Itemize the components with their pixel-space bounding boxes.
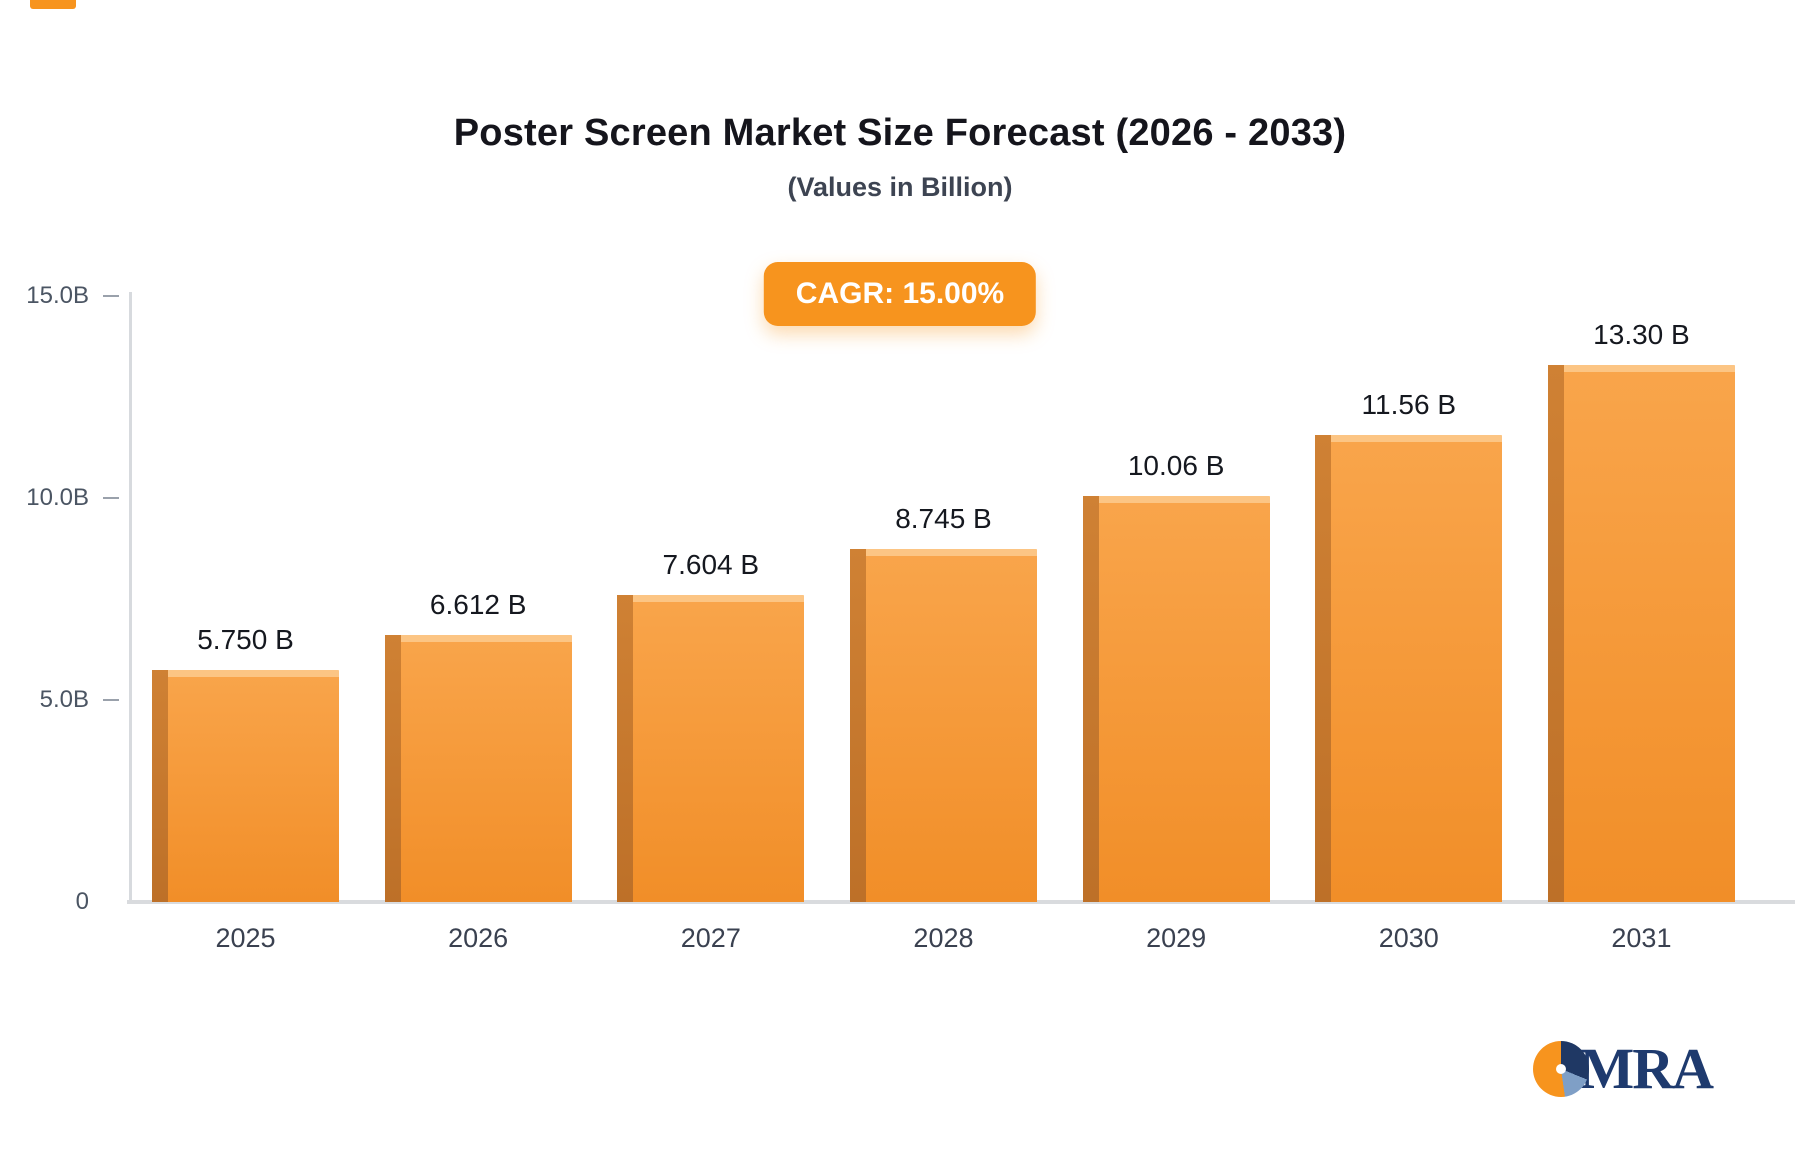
bar-value-label: 11.56 B: [1361, 388, 1456, 420]
x-axis-label: 2030: [1378, 923, 1439, 953]
chart-subtitle: (Values in Billion): [787, 172, 1013, 202]
brand-logo: MRA: [1533, 1036, 1714, 1101]
y-tick-label: 10.0B: [26, 484, 89, 511]
bar-3d-side: [1315, 434, 1332, 902]
x-axis-label: 2029: [1146, 923, 1207, 953]
brand-logo-text: MRA: [1579, 1036, 1714, 1101]
y-tick-label: 5.0B: [39, 686, 89, 713]
x-axis-label: 2025: [215, 923, 276, 953]
bar-3d-side: [1082, 495, 1099, 902]
top-left-fragment: [30, 0, 76, 9]
bar: [1082, 495, 1270, 902]
bar: [152, 669, 339, 902]
y-tick-mark: [103, 699, 119, 701]
bar-3d-side: [384, 634, 401, 902]
bar-group: 5.750 B 2025: [152, 296, 339, 953]
bar-value-label: 6.612 B: [429, 588, 527, 620]
x-axis-label: 2031: [1611, 923, 1672, 953]
bar-3d-side: [1547, 364, 1564, 902]
bar-group: 7.604 B 2027: [617, 296, 805, 953]
x-axis-label: 2027: [680, 923, 741, 953]
bar-3d-top: [633, 594, 805, 602]
bar-series: 5.750 B 2025 6.612 B 2026 7.604 B 2027 8.745 B…: [132, 296, 1755, 953]
bar-3d-top: [1098, 495, 1270, 503]
plot-area: 15.0B 10.0B 5.0B 0 5.750 B 2025 6.612 B 2026 7.…: [26, 282, 1795, 953]
y-tick-label: 15.0B: [26, 282, 89, 309]
bar-3d-top: [1563, 364, 1735, 372]
y-axis-line: [129, 292, 132, 902]
y-tick-mark: [103, 497, 119, 499]
bar-group: 10.06 B 2029: [1082, 296, 1270, 953]
bar-value-label: 7.604 B: [662, 548, 760, 580]
bar: [617, 594, 805, 902]
bar-value-label: 10.06 B: [1127, 449, 1225, 481]
bar-value-label: 13.30 B: [1593, 318, 1690, 350]
bar-3d-top: [400, 634, 572, 642]
bar-group: 8.745 B 2028: [849, 296, 1037, 953]
x-axis-line: [127, 900, 1795, 904]
bar-3d-top: [168, 669, 339, 677]
bar: [849, 548, 1037, 902]
bar-value-label: 8.745 B: [895, 502, 992, 534]
bar: [1315, 434, 1503, 902]
x-axis-label: 2026: [448, 923, 509, 953]
bar-3d-side: [849, 548, 866, 902]
bar-3d-top: [865, 548, 1037, 556]
bar: [1547, 364, 1735, 902]
bar-value-label: 5.750 B: [197, 623, 294, 655]
bar-3d-top: [1331, 434, 1503, 442]
bar: [384, 634, 572, 902]
cagr-badge: CAGR: 15.00%: [763, 262, 1037, 326]
x-axis-label: 2028: [913, 923, 974, 953]
bar-group: 6.612 B 2026: [384, 296, 572, 953]
y-tick-mark: [103, 295, 119, 297]
chart-title: Poster Screen Market Size Forecast (2026…: [453, 112, 1347, 154]
bar-3d-side: [617, 594, 634, 902]
y-tick-label: 0: [75, 888, 89, 915]
bar-3d-side: [152, 669, 168, 902]
pie-circle-icon: [1533, 1041, 1590, 1097]
bar-group: 11.56 B 2030: [1315, 296, 1503, 953]
bar-group: 13.30 B 2031: [1547, 296, 1735, 953]
